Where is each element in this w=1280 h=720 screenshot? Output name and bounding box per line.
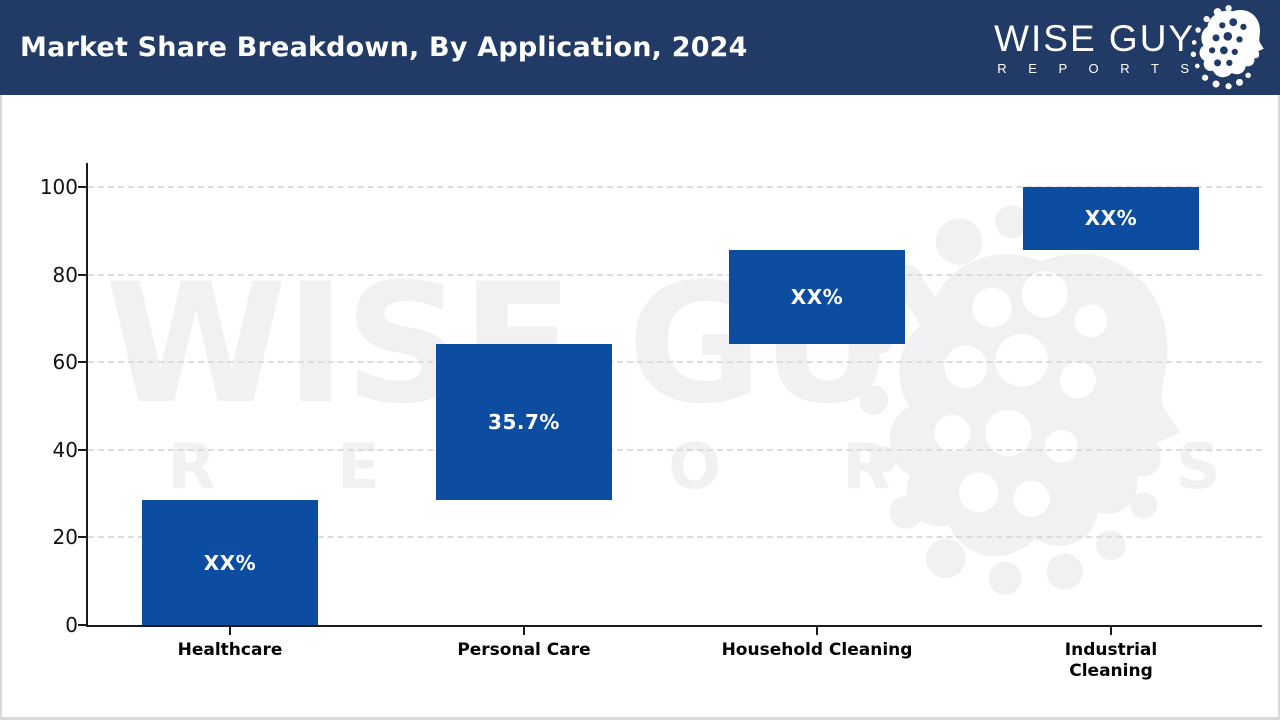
y-axis-line bbox=[86, 163, 88, 627]
x-axis-line bbox=[86, 625, 1262, 627]
bar-personal-care: 35.7% bbox=[436, 343, 612, 501]
bar-industrial-cleaning: XX% bbox=[1023, 187, 1199, 250]
x-category-label-healthcare: Healthcare bbox=[177, 640, 283, 660]
bar-healthcare: XX% bbox=[142, 500, 318, 625]
y-tick-80 bbox=[78, 273, 86, 276]
gridline-20 bbox=[88, 536, 1262, 539]
y-tick-0 bbox=[78, 624, 86, 626]
header-bar: Market Share Breakdown, By Application, … bbox=[0, 0, 1280, 95]
gridline-40 bbox=[88, 448, 1262, 451]
gridline-100 bbox=[88, 186, 1262, 188]
bar-household-cleaning: XX% bbox=[729, 249, 905, 344]
logo-face-icon bbox=[1190, 4, 1264, 89]
x-tick-industrial-cleaning bbox=[1110, 627, 1112, 635]
bar-value-label-personal-care: 35.7% bbox=[488, 409, 560, 434]
x-tick-household-cleaning bbox=[816, 627, 818, 635]
logo-text: WISE GUY R E P O R T S bbox=[991, 20, 1198, 76]
bar-value-label-healthcare: XX% bbox=[203, 550, 257, 575]
chart: 0 20 40 60 80 100 XX% Healthcare 35.7% Personal C… bbox=[0, 95, 1280, 720]
bar-value-label-industrial-cleaning: XX% bbox=[1084, 206, 1138, 231]
y-tick-label-20: 20 bbox=[52, 525, 78, 550]
y-tick-20 bbox=[78, 536, 86, 539]
gridline-60 bbox=[88, 361, 1262, 364]
logo: WISE GUY R E P O R T S bbox=[991, 4, 1280, 91]
x-category-label-industrial-cleaning: Industrial Cleaning bbox=[1064, 640, 1158, 681]
logo-reports-label: R E P O R T S bbox=[997, 60, 1198, 76]
y-tick-label-40: 40 bbox=[52, 437, 78, 462]
y-tick-label-0: 0 bbox=[65, 613, 78, 637]
y-tick-label-80: 80 bbox=[52, 262, 78, 287]
logo-wordmark: WISE GUY bbox=[994, 17, 1196, 59]
y-tick-label-100: 100 bbox=[39, 175, 78, 199]
x-tick-healthcare bbox=[229, 627, 231, 635]
gridline-80 bbox=[88, 273, 1262, 276]
x-tick-personal-care bbox=[523, 627, 525, 635]
x-category-label-household-cleaning: Household Cleaning bbox=[721, 640, 913, 660]
y-tick-label-60: 60 bbox=[52, 350, 78, 375]
y-tick-40 bbox=[78, 448, 86, 451]
page-title: Market Share Breakdown, By Application, … bbox=[20, 32, 748, 63]
x-category-label-personal-care: Personal Care bbox=[457, 640, 591, 660]
bar-value-label-household-cleaning: XX% bbox=[790, 284, 844, 309]
y-tick-60 bbox=[78, 361, 86, 364]
y-tick-100 bbox=[78, 186, 86, 188]
